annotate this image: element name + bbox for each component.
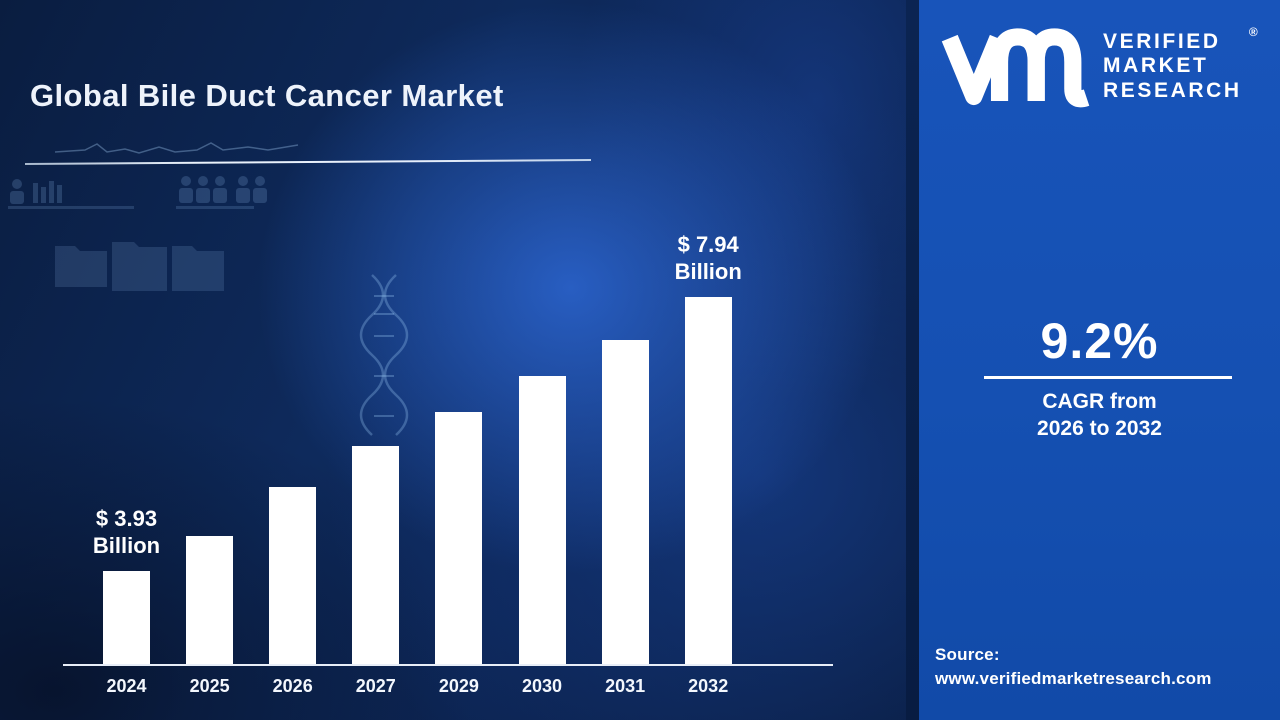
brand-line3: RESEARCH (1103, 78, 1242, 102)
bar-2032 (684, 297, 732, 664)
chart-panel: Global Bile Duct Cancer Market 2024 2025 2… (0, 0, 906, 720)
x-tick-2029: 2029 (438, 676, 479, 696)
progress-bar-decor (8, 206, 254, 209)
bar-2024 (103, 571, 150, 664)
info-panel: VERIFIED MARKET RESEARCH ® 9.2% CAGR fro… (919, 0, 1280, 720)
cagr-caption-line1: CAGR from (1042, 390, 1157, 413)
x-tick-2027: 2027 (355, 676, 396, 696)
registered-trademark: ® (1248, 25, 1258, 39)
x-axis-line (63, 664, 833, 666)
page-title: Global Bile Duct Cancer Market (30, 77, 504, 113)
x-tick-2030: 2030 (521, 676, 563, 696)
value-label-2024: $ 3.93 Billion (92, 506, 161, 559)
cagr-block: 9.2% CAGR from 2026 to 2032 (919, 312, 1280, 443)
bar-2026 (269, 487, 317, 664)
x-tick-2025: 2025 (189, 676, 230, 696)
brand-line2: MARKET (1103, 54, 1209, 78)
vmr-monogram-icon (941, 28, 1090, 108)
x-tick-2024: 2024 (106, 676, 147, 696)
bar-chart: 2024 2025 2026 2027 2029 2030 2031 2032 $ 3.93 Bi… (63, 230, 853, 696)
title-underline (24, 159, 592, 165)
source-url: www.verifiedmarketresearch.com (935, 669, 1212, 689)
people-icons (10, 176, 267, 204)
source-block: Source: www.verifiedmarketresearch.com (935, 643, 1212, 692)
panel-divider (906, 0, 919, 720)
x-tick-2026: 2026 (272, 676, 313, 696)
cagr-caption-line2: 2026 to 2032 (1037, 417, 1162, 441)
source-label: Source: (935, 644, 1000, 664)
ecg-line-decor (54, 142, 299, 154)
cagr-value: 9.2% (1040, 313, 1159, 369)
bar-2027 (352, 446, 400, 664)
x-tick-2031: 2031 (605, 676, 646, 696)
brand-name: VERIFIED MARKET RESEARCH ® (1103, 25, 1258, 103)
x-tick-2032: 2032 (688, 676, 729, 696)
bar-2029 (435, 412, 483, 664)
cagr-underline (983, 376, 1232, 379)
bar-2031 (601, 340, 649, 664)
bar-2030 (518, 376, 566, 664)
value-label-2032: $ 7.94 Billion (674, 232, 742, 285)
brand-line1: VERIFIED (1103, 30, 1221, 53)
vmr-logo: VERIFIED MARKET RESEARCH ® (940, 25, 1258, 111)
bar-2025 (186, 536, 234, 664)
